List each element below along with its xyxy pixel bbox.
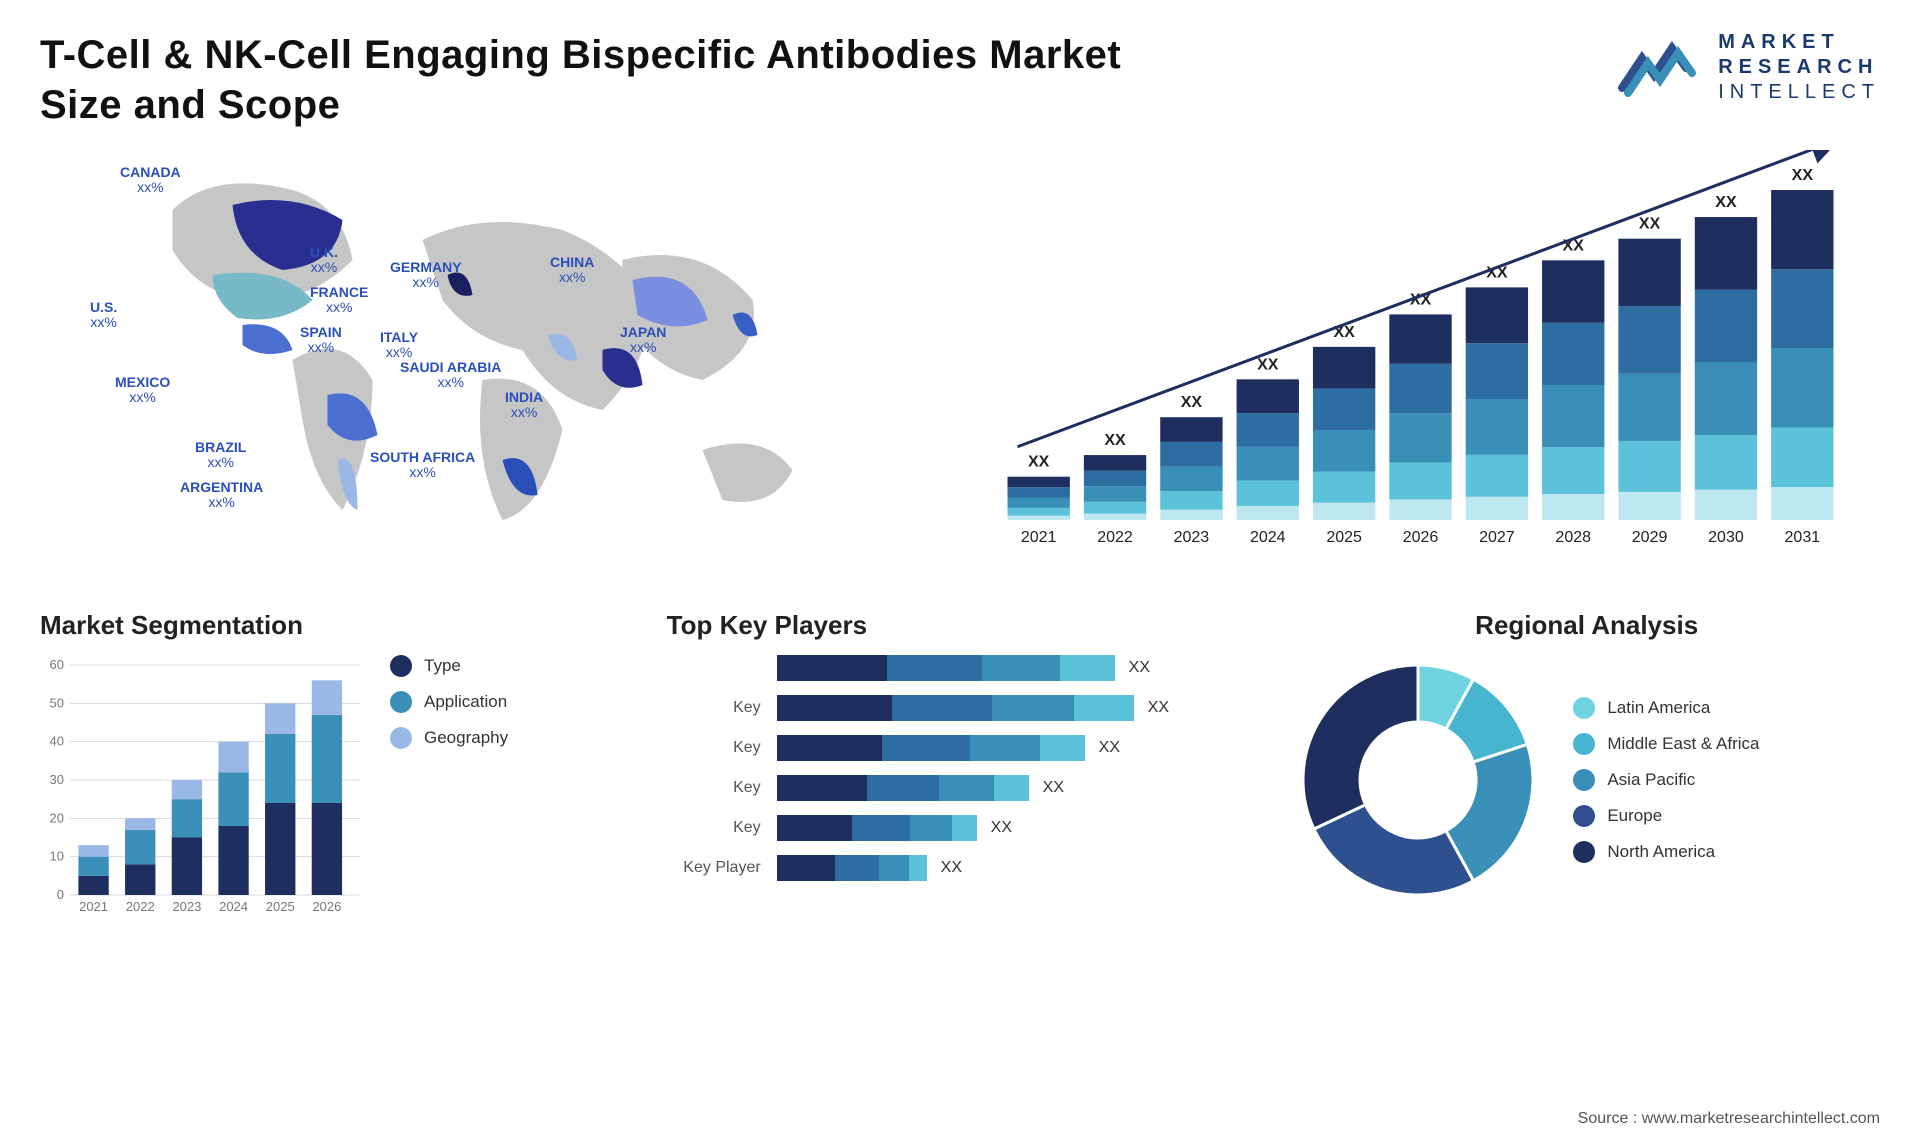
svg-text:2025: 2025: [1326, 529, 1362, 546]
map-label: CHINAxx%: [550, 255, 594, 286]
svg-text:2022: 2022: [126, 899, 155, 914]
legend-item: North America: [1573, 841, 1759, 863]
svg-text:20: 20: [50, 810, 64, 825]
map-label: BRAZILxx%: [195, 440, 246, 471]
svg-text:50: 50: [50, 695, 64, 710]
logo-line1: MARKET: [1718, 30, 1880, 55]
svg-text:XX: XX: [1028, 454, 1050, 471]
svg-text:XX: XX: [1792, 167, 1814, 184]
svg-text:2021: 2021: [1021, 529, 1057, 546]
key-players-title: Top Key Players: [667, 610, 1254, 641]
logo-line2: RESEARCH: [1718, 55, 1880, 80]
svg-text:XX: XX: [1181, 394, 1203, 411]
legend-item: Middle East & Africa: [1573, 733, 1759, 755]
key-player-row: KeyXX: [667, 815, 1254, 841]
map-label: ITALYxx%: [380, 330, 418, 361]
key-player-row: KeyXX: [667, 775, 1254, 801]
svg-text:2027: 2027: [1479, 529, 1515, 546]
legend-item: Application: [390, 691, 508, 713]
map-label: SAUDI ARABIAxx%: [400, 360, 501, 391]
svg-text:2023: 2023: [172, 899, 201, 914]
svg-text:0: 0: [57, 887, 64, 902]
key-player-row: XX: [667, 655, 1254, 681]
source-text: Source : www.marketresearchintellect.com: [1578, 1110, 1880, 1128]
key-players-panel: Top Key Players XX KeyXX KeyXX KeyXX KeyXX Ke…: [667, 610, 1254, 925]
legend-item: Europe: [1573, 805, 1759, 827]
logo-line3: INTELLECT: [1718, 80, 1880, 105]
svg-text:10: 10: [50, 849, 64, 864]
map-label: JAPANxx%: [620, 325, 666, 356]
svg-text:30: 30: [50, 772, 64, 787]
regional-legend: Latin America Middle East & Africa Asia Pa…: [1573, 697, 1759, 863]
map-label: INDIAxx%: [505, 390, 543, 421]
map-label: SPAINxx%: [300, 325, 342, 356]
svg-text:XX: XX: [1639, 216, 1661, 233]
svg-text:2024: 2024: [219, 899, 248, 914]
legend-item: Asia Pacific: [1573, 769, 1759, 791]
svg-text:2022: 2022: [1097, 529, 1133, 546]
key-player-row: Key PlayerXX: [667, 855, 1254, 881]
key-player-row: KeyXX: [667, 695, 1254, 721]
svg-text:2026: 2026: [312, 899, 341, 914]
map-label: MEXICOxx%: [115, 375, 170, 406]
map-label: GERMANYxx%: [390, 260, 462, 291]
svg-text:2028: 2028: [1555, 529, 1591, 546]
segmentation-panel: Market Segmentation 0 10 20 30 40 50 60 2021 202…: [40, 610, 627, 925]
growth-chart: XX 2021 XX 2022 XX 2023 XX 2024 XX 2025 XX 2026 XX 20…: [975, 150, 1880, 560]
world-map: CANADAxx% U.S.xx% MEXICOxx% BRAZILxx% ARGENT…: [40, 150, 945, 560]
map-label: CANADAxx%: [120, 165, 181, 196]
svg-text:2031: 2031: [1785, 529, 1821, 546]
svg-text:2030: 2030: [1708, 529, 1744, 546]
segmentation-chart: 0 10 20 30 40 50 60 2021 2022 2023 2024 2025 2026: [40, 655, 360, 925]
regional-donut: [1293, 655, 1543, 905]
legend-item: Latin America: [1573, 697, 1759, 719]
segmentation-legend: Type Application Geography: [390, 655, 508, 749]
svg-text:60: 60: [50, 657, 64, 672]
brand-logo: MARKET RESEARCH INTELLECT: [1614, 30, 1880, 105]
svg-text:2021: 2021: [79, 899, 108, 914]
legend-item: Geography: [390, 727, 508, 749]
map-label: SOUTH AFRICAxx%: [370, 450, 475, 481]
regional-title: Regional Analysis: [1293, 610, 1880, 641]
svg-text:2023: 2023: [1174, 529, 1210, 546]
map-label: U.S.xx%: [90, 300, 117, 331]
map-label: U.K.xx%: [310, 245, 338, 276]
regional-panel: Regional Analysis Latin America Middle Ea…: [1293, 610, 1880, 925]
key-player-row: KeyXX: [667, 735, 1254, 761]
key-players-chart: XX KeyXX KeyXX KeyXX KeyXX Key PlayerXX: [667, 655, 1254, 881]
legend-item: Type: [390, 655, 508, 677]
logo-icon: [1614, 33, 1704, 103]
page-title: T-Cell & NK-Cell Engaging Bispecific Ant…: [40, 30, 1140, 130]
svg-text:2024: 2024: [1250, 529, 1286, 546]
svg-text:XX: XX: [1104, 432, 1126, 449]
svg-text:40: 40: [50, 734, 64, 749]
map-label: ARGENTINAxx%: [180, 480, 263, 511]
segmentation-title: Market Segmentation: [40, 610, 627, 641]
svg-text:XX: XX: [1257, 356, 1279, 373]
map-svg: [40, 150, 945, 560]
svg-text:2029: 2029: [1632, 529, 1668, 546]
svg-text:2025: 2025: [266, 899, 295, 914]
svg-text:XX: XX: [1715, 194, 1737, 211]
svg-text:2026: 2026: [1403, 529, 1439, 546]
map-label: FRANCExx%: [310, 285, 368, 316]
